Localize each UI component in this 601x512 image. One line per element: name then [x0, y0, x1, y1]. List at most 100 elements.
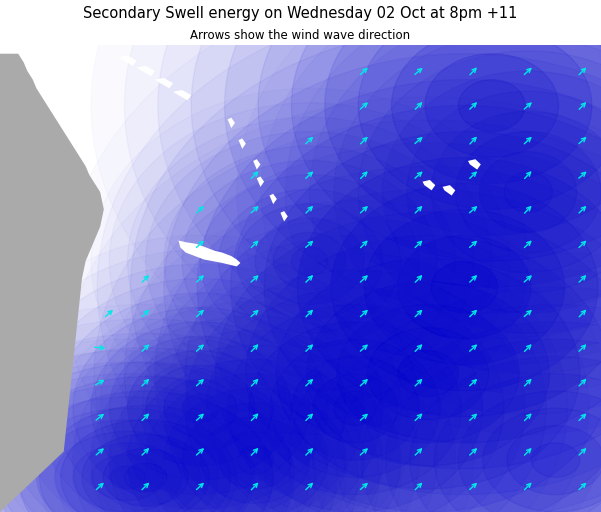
- Polygon shape: [468, 159, 481, 169]
- Polygon shape: [0, 54, 104, 512]
- Ellipse shape: [37, 420, 219, 512]
- Ellipse shape: [127, 351, 273, 466]
- Ellipse shape: [364, 209, 564, 365]
- Ellipse shape: [398, 236, 531, 339]
- Polygon shape: [178, 241, 240, 266]
- Ellipse shape: [325, 0, 601, 236]
- Polygon shape: [87, 21, 102, 31]
- Ellipse shape: [197, 80, 601, 495]
- Ellipse shape: [273, 232, 346, 290]
- Ellipse shape: [358, 51, 601, 333]
- Ellipse shape: [185, 189, 601, 512]
- Ellipse shape: [358, 2, 601, 209]
- Text: Arrows show the wind wave direction: Arrows show the wind wave direction: [191, 29, 410, 41]
- Polygon shape: [109, 35, 127, 45]
- Ellipse shape: [185, 270, 525, 512]
- Ellipse shape: [200, 417, 310, 503]
- Ellipse shape: [145, 365, 255, 452]
- Ellipse shape: [82, 434, 209, 512]
- Ellipse shape: [73, 443, 182, 512]
- Ellipse shape: [531, 443, 580, 477]
- Polygon shape: [257, 177, 264, 187]
- Ellipse shape: [237, 204, 382, 319]
- Ellipse shape: [459, 80, 525, 132]
- Ellipse shape: [297, 158, 601, 417]
- Ellipse shape: [182, 160, 437, 362]
- Ellipse shape: [124, 463, 167, 492]
- Ellipse shape: [361, 322, 601, 512]
- Ellipse shape: [367, 328, 489, 420]
- Ellipse shape: [164, 388, 346, 512]
- Ellipse shape: [410, 356, 601, 512]
- Ellipse shape: [434, 374, 601, 512]
- Ellipse shape: [231, 105, 601, 469]
- Ellipse shape: [398, 351, 459, 397]
- Ellipse shape: [103, 449, 188, 506]
- Polygon shape: [118, 55, 136, 66]
- Polygon shape: [281, 211, 288, 222]
- Ellipse shape: [291, 356, 419, 460]
- Ellipse shape: [456, 132, 601, 252]
- Ellipse shape: [0, 397, 255, 512]
- Polygon shape: [423, 180, 435, 190]
- Ellipse shape: [40, 406, 252, 512]
- Text: Secondary Swell energy on Wednesday 02 Oct at 8pm +11: Secondary Swell energy on Wednesday 02 O…: [84, 6, 517, 21]
- Polygon shape: [155, 78, 173, 88]
- Ellipse shape: [219, 189, 401, 333]
- Ellipse shape: [109, 336, 291, 480]
- Ellipse shape: [334, 391, 376, 425]
- Ellipse shape: [73, 307, 328, 509]
- Ellipse shape: [459, 391, 601, 512]
- Ellipse shape: [313, 374, 398, 443]
- Ellipse shape: [182, 402, 328, 512]
- Ellipse shape: [219, 431, 291, 489]
- Ellipse shape: [385, 339, 601, 512]
- Ellipse shape: [483, 408, 601, 512]
- Ellipse shape: [191, 0, 601, 339]
- Ellipse shape: [18, 391, 273, 512]
- Ellipse shape: [164, 54, 601, 512]
- Polygon shape: [27, 0, 42, 2]
- Polygon shape: [228, 118, 235, 128]
- Ellipse shape: [431, 261, 498, 313]
- Ellipse shape: [249, 322, 462, 495]
- Ellipse shape: [0, 362, 316, 512]
- Ellipse shape: [127, 359, 382, 512]
- Ellipse shape: [18, 408, 237, 512]
- Polygon shape: [239, 138, 246, 149]
- Ellipse shape: [225, 0, 601, 313]
- Ellipse shape: [182, 394, 219, 422]
- Ellipse shape: [246, 236, 601, 512]
- Ellipse shape: [331, 183, 598, 391]
- Ellipse shape: [382, 71, 601, 313]
- Polygon shape: [269, 194, 277, 204]
- Ellipse shape: [91, 322, 310, 495]
- Ellipse shape: [270, 339, 440, 477]
- Ellipse shape: [164, 379, 237, 437]
- Ellipse shape: [507, 425, 601, 495]
- Ellipse shape: [392, 28, 592, 183]
- Ellipse shape: [337, 305, 519, 443]
- Ellipse shape: [425, 54, 558, 158]
- Ellipse shape: [504, 172, 552, 212]
- Ellipse shape: [61, 420, 231, 512]
- Ellipse shape: [200, 175, 419, 348]
- Ellipse shape: [91, 454, 164, 500]
- Ellipse shape: [431, 111, 601, 273]
- Ellipse shape: [206, 287, 504, 512]
- Ellipse shape: [258, 0, 601, 287]
- Polygon shape: [253, 159, 260, 169]
- Ellipse shape: [109, 466, 145, 489]
- Ellipse shape: [228, 305, 483, 512]
- Ellipse shape: [255, 218, 364, 305]
- Polygon shape: [173, 90, 191, 100]
- Ellipse shape: [237, 446, 273, 475]
- Ellipse shape: [291, 247, 328, 275]
- Ellipse shape: [291, 0, 601, 261]
- Ellipse shape: [307, 282, 549, 466]
- Polygon shape: [64, 9, 82, 19]
- Polygon shape: [136, 66, 155, 76]
- Ellipse shape: [264, 132, 601, 443]
- Ellipse shape: [145, 374, 364, 512]
- Polygon shape: [442, 185, 456, 196]
